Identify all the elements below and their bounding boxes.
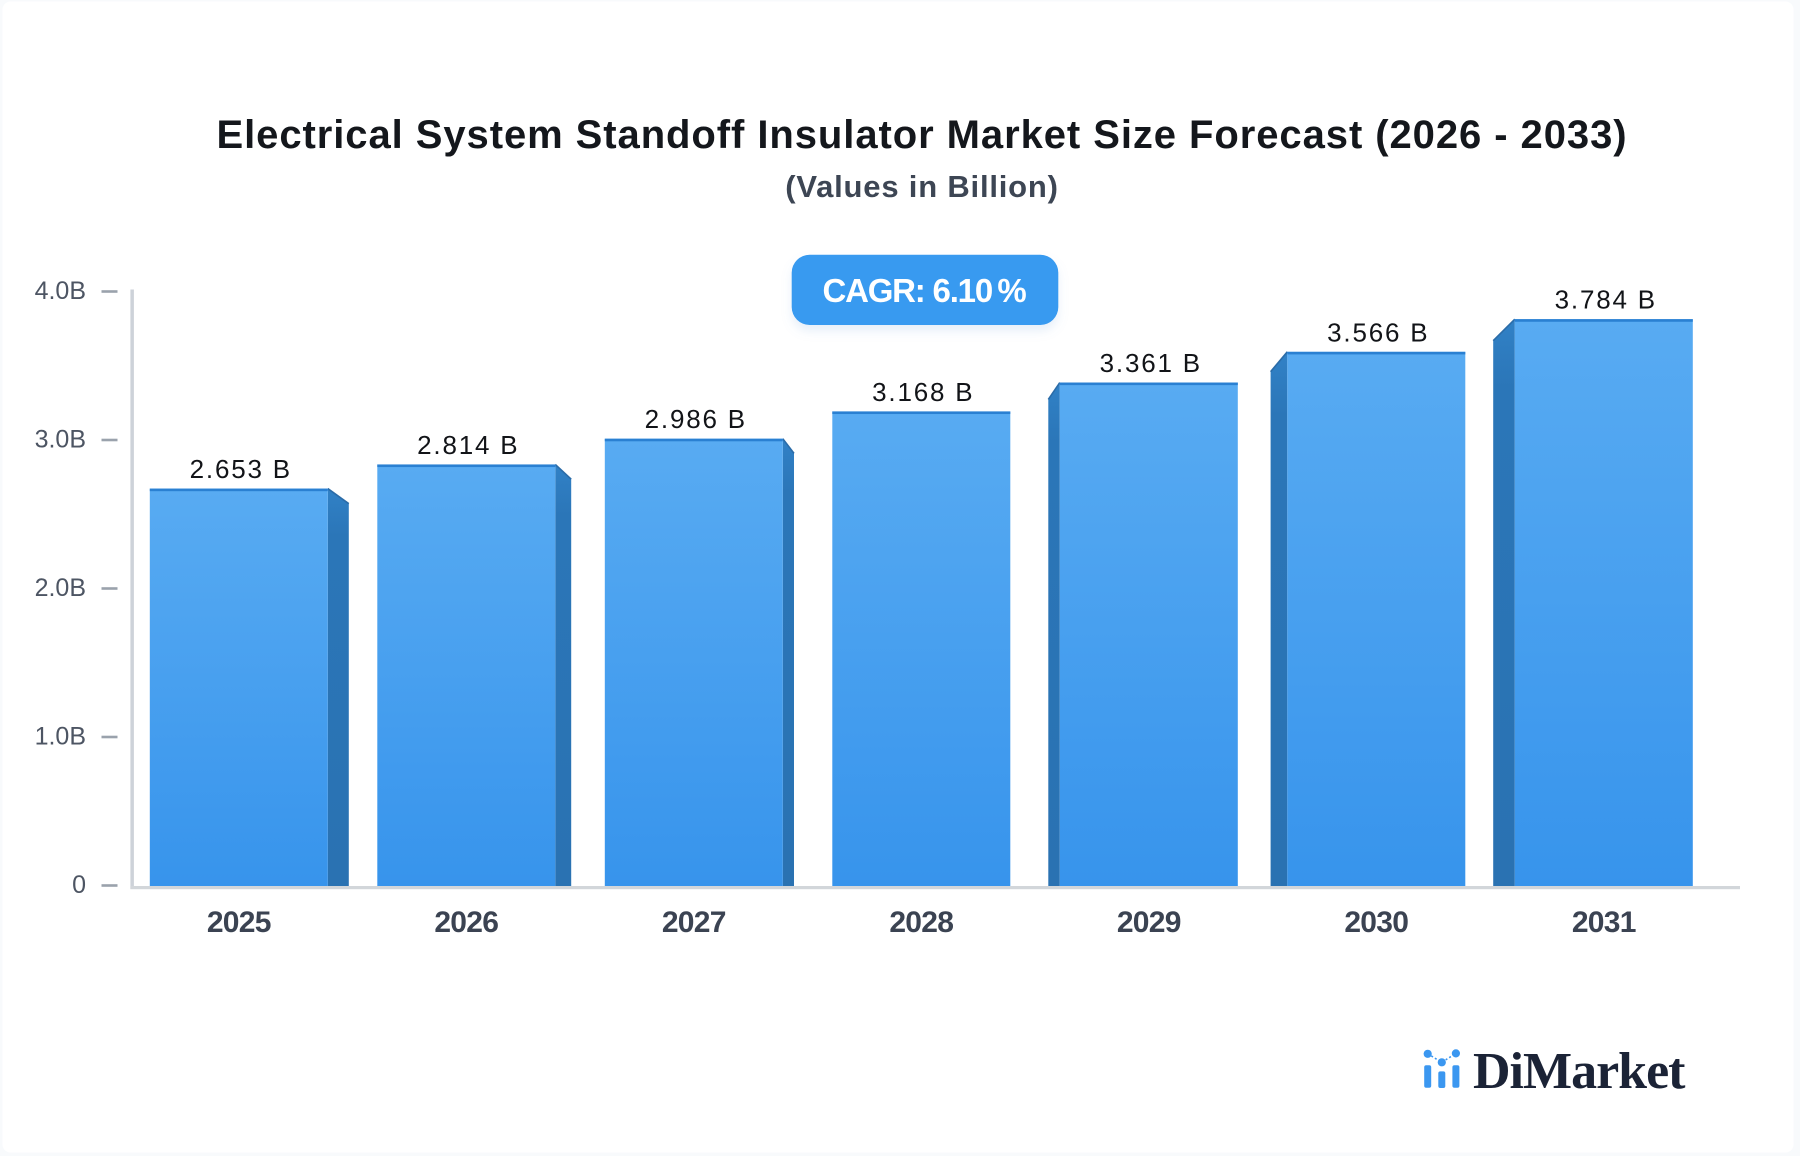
svg-text:2030: 2030 (1344, 906, 1408, 939)
svg-text:4.0B: 4.0B (35, 277, 86, 305)
svg-text:2.986 B: 2.986 B (645, 404, 747, 434)
svg-text:2027: 2027 (662, 906, 726, 939)
svg-text:DiMarket: DiMarket (1473, 1043, 1686, 1100)
svg-text:0: 0 (72, 871, 86, 899)
svg-text:2.653 B: 2.653 B (190, 454, 292, 484)
svg-text:2025: 2025 (207, 906, 271, 939)
svg-text:2029: 2029 (1117, 906, 1181, 939)
svg-text:CAGR: 6.10 %: CAGR: 6.10 % (822, 272, 1026, 309)
svg-text:3.566 B: 3.566 B (1327, 317, 1429, 347)
svg-text:2.814 B: 2.814 B (417, 430, 519, 460)
svg-text:2026: 2026 (434, 906, 498, 939)
svg-text:2031: 2031 (1572, 906, 1636, 939)
svg-text:2.0B: 2.0B (35, 574, 86, 602)
svg-text:2028: 2028 (889, 906, 953, 939)
svg-text:3.784 B: 3.784 B (1555, 285, 1657, 315)
svg-text:3.361 B: 3.361 B (1100, 348, 1202, 378)
svg-text:(Values in Billion): (Values in Billion) (785, 169, 1059, 204)
svg-text:Electrical System Standoff Ins: Electrical System Standoff Insulator Mar… (217, 113, 1628, 157)
svg-text:1.0B: 1.0B (35, 722, 86, 750)
svg-text:3.0B: 3.0B (35, 425, 86, 453)
svg-text:3.168 B: 3.168 B (872, 377, 974, 407)
